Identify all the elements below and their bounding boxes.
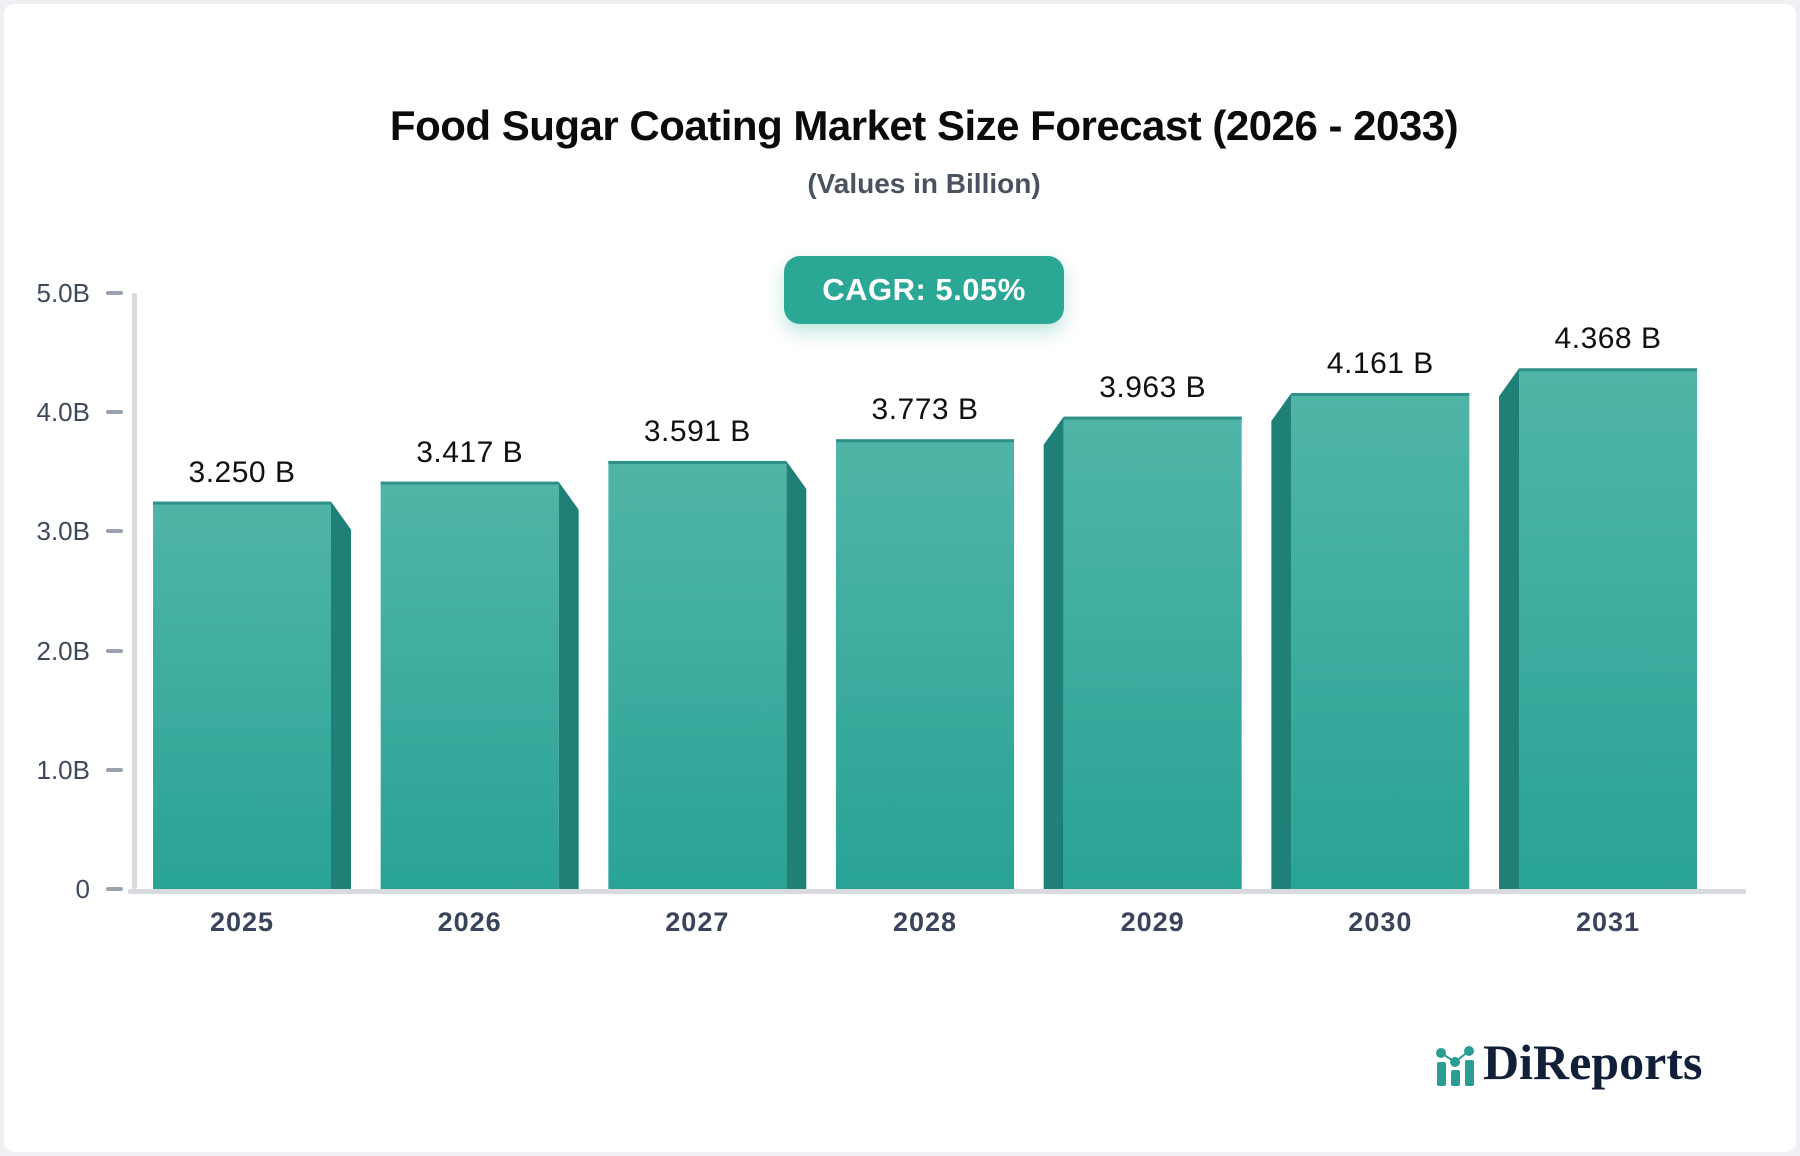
x-label-2027: 2027 xyxy=(665,907,730,937)
value-label-2026: 3.417 B xyxy=(416,435,524,469)
bar-2029 xyxy=(1063,416,1242,889)
x-label-2031: 2031 xyxy=(1575,907,1641,937)
bar-2030 xyxy=(1291,393,1470,889)
x-label-2025: 2025 xyxy=(209,907,275,937)
value-label-2028: 3.773 B xyxy=(871,393,979,427)
bar-side-3d xyxy=(1271,393,1292,889)
bar-side-3d xyxy=(786,460,807,889)
y-tick-label-1.0B: 1.0B xyxy=(36,754,91,785)
y-tick-dash xyxy=(106,410,123,415)
bar-top-edge xyxy=(608,460,787,464)
x-axis-line xyxy=(128,889,1746,894)
bar-side-3d xyxy=(1499,368,1520,889)
bar-2028 xyxy=(836,439,1015,889)
bar-2027 xyxy=(608,460,787,889)
y-tick-label-3.0B: 3.0B xyxy=(36,516,91,547)
cagr-badge-row: CAGR: 5.05% xyxy=(44,256,1800,324)
value-label-2029: 3.963 B xyxy=(1099,370,1207,404)
value-label-2027: 3.591 B xyxy=(643,414,751,448)
bar-top-edge xyxy=(153,501,331,505)
bar-side-3d xyxy=(1043,416,1064,889)
bar-top-edge xyxy=(1519,368,1698,372)
bar-top-edge xyxy=(1291,393,1470,397)
y-tick-dash xyxy=(106,529,123,534)
y-tick-label-2.0B: 2.0B xyxy=(36,635,91,666)
x-label-2026: 2026 xyxy=(437,907,502,937)
bar-side-3d xyxy=(331,501,351,889)
y-axis-line xyxy=(132,293,137,889)
mini-bar-line-chart-icon xyxy=(1436,1046,1474,1086)
direports-logo: DiReports xyxy=(1434,1036,1702,1088)
bar-top-edge xyxy=(836,439,1015,443)
value-label-2030: 4.161 B xyxy=(1326,347,1434,380)
bar-2026 xyxy=(380,481,559,889)
y-tick-label-5.0B: 5.0B xyxy=(36,278,91,308)
chart-card: Food Sugar Coating Market Size Forecast … xyxy=(4,4,1796,1152)
bar-top-edge xyxy=(1063,416,1242,420)
x-label-2028: 2028 xyxy=(892,907,958,937)
y-tick-label-4.0B: 4.0B xyxy=(36,397,91,428)
bar-2025 xyxy=(153,501,331,889)
y-tick-dash xyxy=(106,767,123,772)
y-tick-dash xyxy=(106,887,123,891)
y-tick-label-0: 0 xyxy=(75,874,90,904)
value-label-2025: 3.250 B xyxy=(188,455,296,489)
x-label-2029: 2029 xyxy=(1120,907,1185,937)
y-tick-dash xyxy=(106,648,123,653)
bars-layer xyxy=(153,368,1698,889)
y-tick-dash xyxy=(106,291,123,295)
chart-subtitle: (Values in Billion) xyxy=(807,168,1041,199)
bar-side-3d xyxy=(558,481,579,889)
x-label-2030: 2030 xyxy=(1348,907,1413,937)
chart-title: Food Sugar Coating Market Size Forecast … xyxy=(389,102,1459,149)
bar-top-edge xyxy=(380,481,559,485)
bar-2031 xyxy=(1519,368,1698,889)
cagr-badge: CAGR: 5.05% xyxy=(784,256,1064,324)
value-label-2031: 4.368 B xyxy=(1554,322,1662,356)
logo-text: DiReports xyxy=(1483,1034,1703,1090)
